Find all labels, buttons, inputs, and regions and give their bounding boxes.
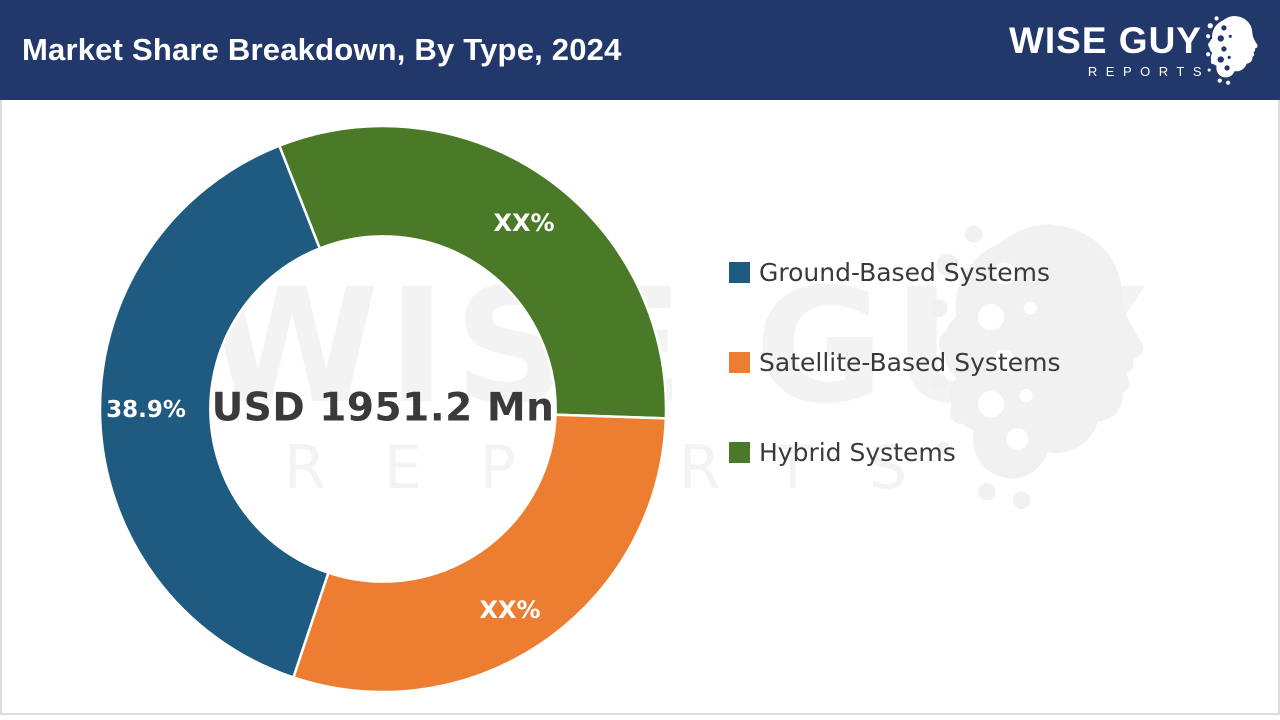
logo-wordmark: WISE GUY xyxy=(1008,20,1202,61)
legend-item-hybrid-systems: Hybrid Systems xyxy=(729,432,1060,472)
legend-label: Hybrid Systems xyxy=(759,437,956,467)
watermark-face-icon xyxy=(930,224,1144,509)
legend-label: Ground-Based Systems xyxy=(759,257,1051,287)
legend-swatch-ground-icon xyxy=(729,261,750,283)
slice-label-ground: 38.9% xyxy=(106,397,186,423)
center-value-label: USD 1951.2 Mn xyxy=(211,385,555,431)
header-bar: Market Share Breakdown, By Type, 2024 WI… xyxy=(0,0,1280,100)
slice-label-satellite: XX% xyxy=(479,596,541,624)
legend-swatch-hybrid-icon xyxy=(729,441,750,463)
donut-segment-satellite-based-systems xyxy=(291,413,668,694)
donut-segment-hybrid-systems xyxy=(277,124,668,420)
slice-label-hybrid: XX% xyxy=(493,209,555,237)
legend-swatch-satellite-icon xyxy=(729,351,750,373)
donut-chart xyxy=(98,124,668,694)
legend-label: Satellite-Based Systems xyxy=(759,347,1061,377)
page-title: Market Share Breakdown, By Type, 2024 xyxy=(22,32,622,67)
donut-segment-ground-based-systems xyxy=(98,144,330,680)
legend-item-ground-based-systems: Ground-Based Systems xyxy=(729,252,1060,292)
legend: Ground-Based Systems Satellite-Based Sys… xyxy=(729,252,1060,472)
logo-sub-wordmark: REPORTS xyxy=(1087,64,1210,79)
wiseguy-logo: WISE GUY REPORTS xyxy=(1009,12,1280,88)
wiseguy-face-icon xyxy=(1206,15,1258,85)
legend-item-satellite-based-systems: Satellite-Based Systems xyxy=(729,342,1060,382)
